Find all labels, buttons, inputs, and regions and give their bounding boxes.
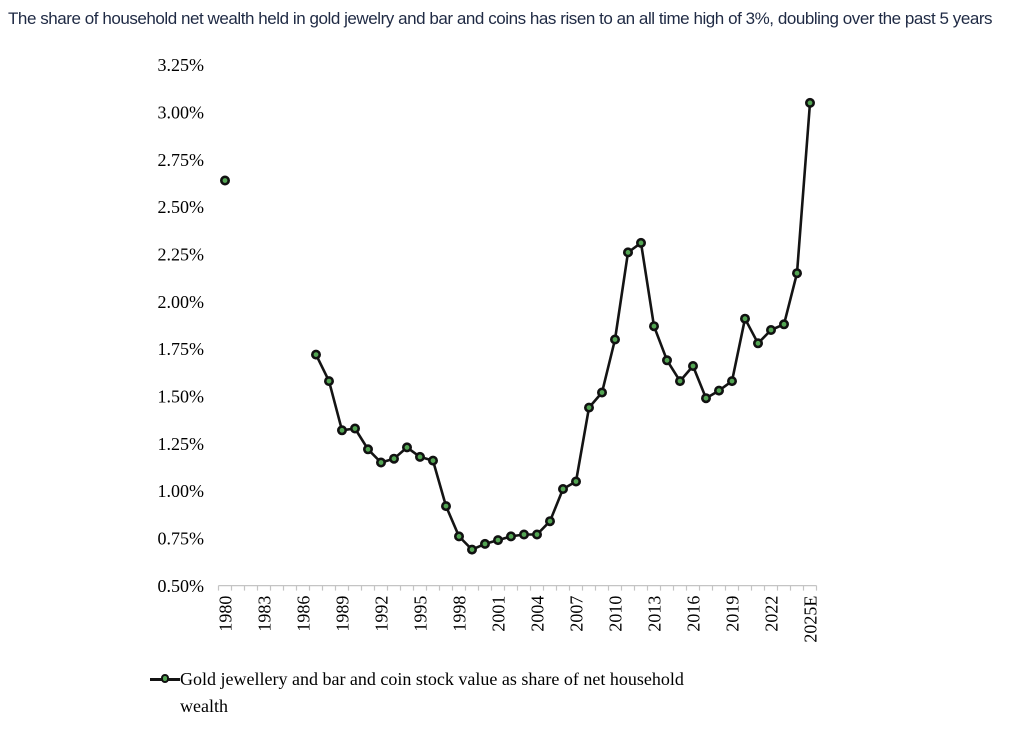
point-2023	[778, 319, 789, 330]
y-tick-2.75%: 2.75%	[158, 150, 205, 170]
point-1993	[388, 453, 399, 464]
series-line	[314, 101, 812, 551]
y-tick-2.50%: 2.50%	[158, 197, 205, 217]
legend: Gold jewellery and bar and coin stock va…	[150, 666, 684, 720]
point-2004	[531, 529, 542, 540]
legend-label-line2: wealth	[180, 696, 228, 716]
series-markers	[220, 97, 815, 555]
point-2008	[583, 402, 594, 413]
x-tick-2004: 2004	[528, 596, 548, 632]
point-2007	[570, 476, 581, 487]
point-2010	[609, 334, 620, 345]
legend-label-line1: Gold jewellery and bar and coin stock va…	[180, 669, 684, 689]
x-tick-1998: 1998	[450, 596, 470, 632]
x-tick-1980: 1980	[216, 596, 236, 632]
point-1996	[427, 455, 438, 466]
x-tick-1983: 1983	[255, 596, 275, 632]
point-1990	[349, 423, 360, 434]
y-tick-1.25%: 1.25%	[158, 434, 205, 454]
point-2021	[752, 338, 763, 349]
point-2000	[479, 538, 490, 549]
x-tick-2013: 2013	[645, 596, 665, 632]
point-2003	[518, 529, 529, 540]
point-1997	[440, 501, 451, 512]
point-2013	[648, 321, 659, 332]
point-2001	[492, 535, 503, 546]
point-2025	[804, 97, 815, 108]
x-tick-1992: 1992	[372, 596, 392, 632]
legend-line-marker-icon	[150, 666, 180, 693]
point-1989	[336, 425, 347, 436]
x-tick-2016: 2016	[684, 596, 704, 632]
point-1991	[362, 444, 373, 455]
point-2014	[661, 355, 672, 366]
point-2020	[739, 313, 750, 324]
point-1998	[453, 531, 464, 542]
y-tick-1.00%: 1.00%	[158, 481, 205, 501]
point-1988	[323, 376, 334, 387]
point-1987	[310, 349, 321, 360]
legend-label: Gold jewellery and bar and coin stock va…	[180, 666, 684, 720]
point-2015	[674, 376, 685, 387]
point-1995	[414, 451, 425, 462]
x-tick-2007: 2007	[567, 596, 587, 632]
point-2016	[687, 360, 698, 371]
y-tick-3.00%: 3.00%	[158, 103, 205, 123]
y-axis-labels: 3.25% 3.00% 2.75% 2.50% 2.25% 2.00% 1.75% 1.50%…	[158, 55, 205, 596]
point-2024	[791, 268, 802, 279]
point-2006	[557, 483, 568, 494]
legend-marker-dot-icon	[160, 674, 169, 683]
point-2018	[713, 385, 724, 396]
y-tick-0.75%: 0.75%	[158, 529, 205, 549]
x-tick-2025E: 2025E	[801, 596, 821, 643]
chart-title: The share of household net wealth held i…	[8, 9, 993, 28]
x-tick-2010: 2010	[606, 596, 626, 632]
x-axis-labels: 1980 1983 1986 1989 1992 1995 1998 2001 2004 2007…	[216, 596, 821, 643]
point-1992	[375, 457, 386, 468]
y-tick-0.50%: 0.50%	[158, 576, 205, 596]
point-1999	[466, 544, 477, 555]
y-tick-2.25%: 2.25%	[158, 245, 205, 265]
x-tick-1986: 1986	[294, 596, 314, 632]
x-tick-2022: 2022	[762, 596, 782, 632]
y-tick-2.00%: 2.00%	[158, 292, 205, 312]
y-tick-1.75%: 1.75%	[158, 339, 205, 359]
point-2012	[635, 237, 646, 248]
point-2011	[622, 247, 633, 258]
x-tick-1989: 1989	[333, 596, 353, 632]
point-1980	[220, 175, 231, 186]
x-tick-1995: 1995	[411, 596, 431, 632]
point-1994	[401, 442, 412, 453]
y-tick-3.25%: 3.25%	[158, 55, 205, 75]
point-2009	[596, 387, 607, 398]
point-2019	[726, 376, 737, 387]
x-tick-2001: 2001	[489, 596, 509, 632]
x-axis	[217, 584, 818, 591]
point-2005	[544, 516, 555, 527]
y-tick-1.50%: 1.50%	[158, 387, 205, 407]
point-2017	[700, 393, 711, 404]
point-2022	[765, 324, 776, 335]
point-2002	[505, 531, 516, 542]
x-tick-2019: 2019	[723, 596, 743, 632]
